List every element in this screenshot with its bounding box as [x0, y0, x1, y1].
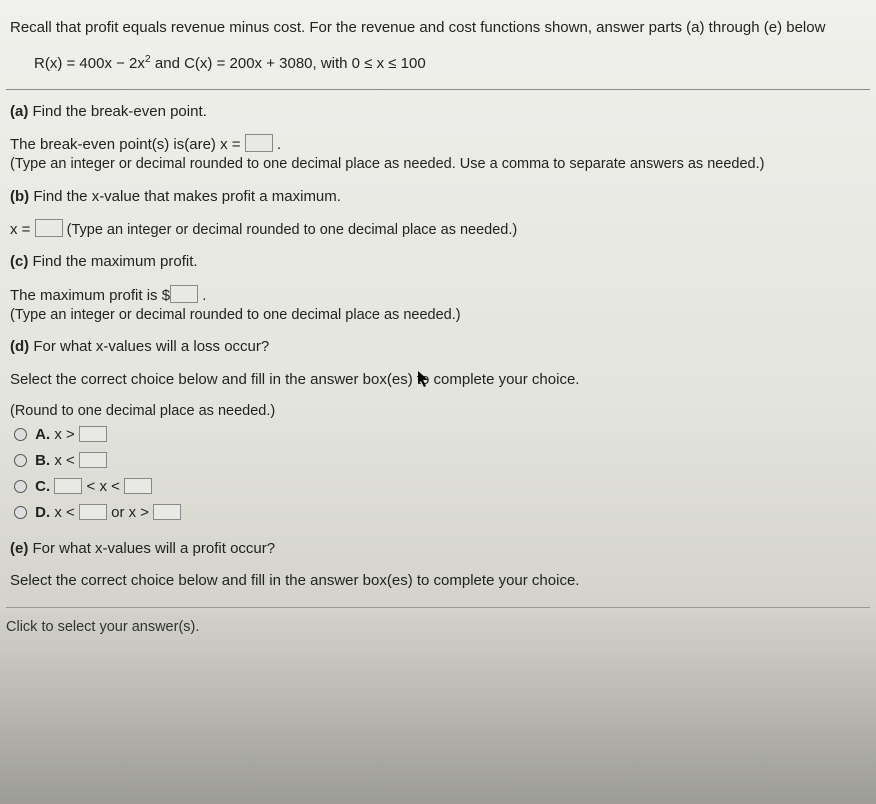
footer-bar[interactable]: Click to select your answer(s).	[6, 607, 870, 638]
option-b-text: x <	[54, 452, 79, 469]
formula-part1: R(x) = 400x − 2x	[34, 55, 145, 72]
part-e-instruct: Select the correct choice below and fill…	[6, 565, 870, 597]
part-c: (c) Find the maximum profit.	[6, 246, 870, 278]
part-a-pre: The break-even point(s) is(are) x =	[10, 136, 245, 153]
part-e-label: (e)	[10, 540, 28, 557]
option-d-input1[interactable]	[79, 504, 107, 520]
part-b-answer: x = (Type an integer or decimal rounded …	[6, 213, 870, 247]
part-b-pre: x =	[10, 221, 35, 238]
part-a-hint: (Type an integer or decimal rounded to o…	[10, 155, 866, 175]
footer-text: Click to select your answer(s).	[6, 619, 199, 635]
part-e-prompt-text: For what x-values will a profit occur?	[28, 540, 275, 557]
option-a-row: A. x >	[10, 422, 866, 448]
part-c-prompt-text: Find the maximum profit.	[28, 253, 197, 270]
option-b-row: B. x <	[10, 448, 866, 474]
part-c-post: .	[198, 287, 206, 304]
radio-c[interactable]	[14, 480, 27, 493]
radio-b[interactable]	[14, 454, 27, 467]
part-b-input[interactable]	[35, 219, 63, 237]
part-d-label: (d)	[10, 338, 29, 355]
part-e: (e) For what x-values will a profit occu…	[6, 533, 870, 565]
part-b-hint: (Type an integer or decimal rounded to o…	[63, 222, 518, 238]
option-b-input[interactable]	[79, 452, 107, 468]
part-d: (d) For what x-values will a loss occur?	[6, 331, 870, 363]
part-c-hint: (Type an integer or decimal rounded to o…	[10, 306, 866, 326]
part-a: (a) Find the break-even point.	[6, 96, 870, 128]
option-c-label: C.	[35, 478, 50, 495]
part-a-answer: The break-even point(s) is(are) x = . (T…	[6, 128, 870, 181]
part-c-pre: The maximum profit is $	[10, 287, 170, 304]
screen-frame: Recall that profit equals revenue minus …	[0, 0, 876, 804]
option-b-label: B.	[35, 452, 50, 469]
part-d-prompt-text: For what x-values will a loss occur?	[29, 338, 269, 355]
part-a-line: The break-even point(s) is(are) x = .	[10, 134, 866, 155]
question-header: Recall that profit equals revenue minus …	[6, 10, 870, 90]
radio-d[interactable]	[14, 506, 27, 519]
option-a-label: A.	[35, 426, 50, 443]
option-c-input2[interactable]	[124, 478, 152, 494]
formula-row: R(x) = 400x − 2x2 and C(x) = 200x + 3080…	[10, 52, 866, 74]
part-b-label: (b)	[10, 188, 29, 205]
part-c-answer: The maximum profit is $ . (Type an integ…	[6, 279, 870, 332]
part-a-input[interactable]	[245, 134, 273, 152]
part-d-round: (Round to one decimal place as needed.)	[10, 402, 866, 422]
part-d-options: (Round to one decimal place as needed.) …	[6, 396, 870, 533]
option-d-row: D. x < or x >	[10, 500, 866, 526]
option-c-input1[interactable]	[54, 478, 82, 494]
option-c-row: C. < x <	[10, 474, 866, 500]
part-c-label: (c)	[10, 253, 28, 270]
option-c-mid: < x <	[82, 478, 124, 495]
part-a-label: (a)	[10, 103, 28, 120]
part-a-prompt: (a) Find the break-even point.	[10, 102, 866, 122]
option-d-label: D.	[35, 504, 50, 521]
option-d-mid: or x >	[107, 504, 153, 521]
part-c-line: The maximum profit is $ .	[10, 285, 866, 306]
part-a-prompt-text: Find the break-even point.	[28, 103, 206, 120]
part-b-prompt-text: Find the x-value that makes profit a max…	[29, 188, 341, 205]
part-b: (b) Find the x-value that makes profit a…	[6, 181, 870, 213]
option-d-input2[interactable]	[153, 504, 181, 520]
content-area: Recall that profit equals revenue minus …	[6, 10, 870, 638]
part-a-post: .	[273, 136, 281, 153]
option-d-pre: x <	[54, 504, 79, 521]
option-a-input[interactable]	[79, 426, 107, 442]
formula-part2: and C(x) = 200x + 3080, with 0 ≤ x ≤ 100	[151, 55, 426, 72]
option-a-text: x >	[54, 426, 79, 443]
intro-text: Recall that profit equals revenue minus …	[10, 18, 866, 38]
part-d-instruct: Select the correct choice below and fill…	[6, 364, 870, 396]
part-c-input[interactable]	[170, 285, 198, 303]
radio-a[interactable]	[14, 428, 27, 441]
